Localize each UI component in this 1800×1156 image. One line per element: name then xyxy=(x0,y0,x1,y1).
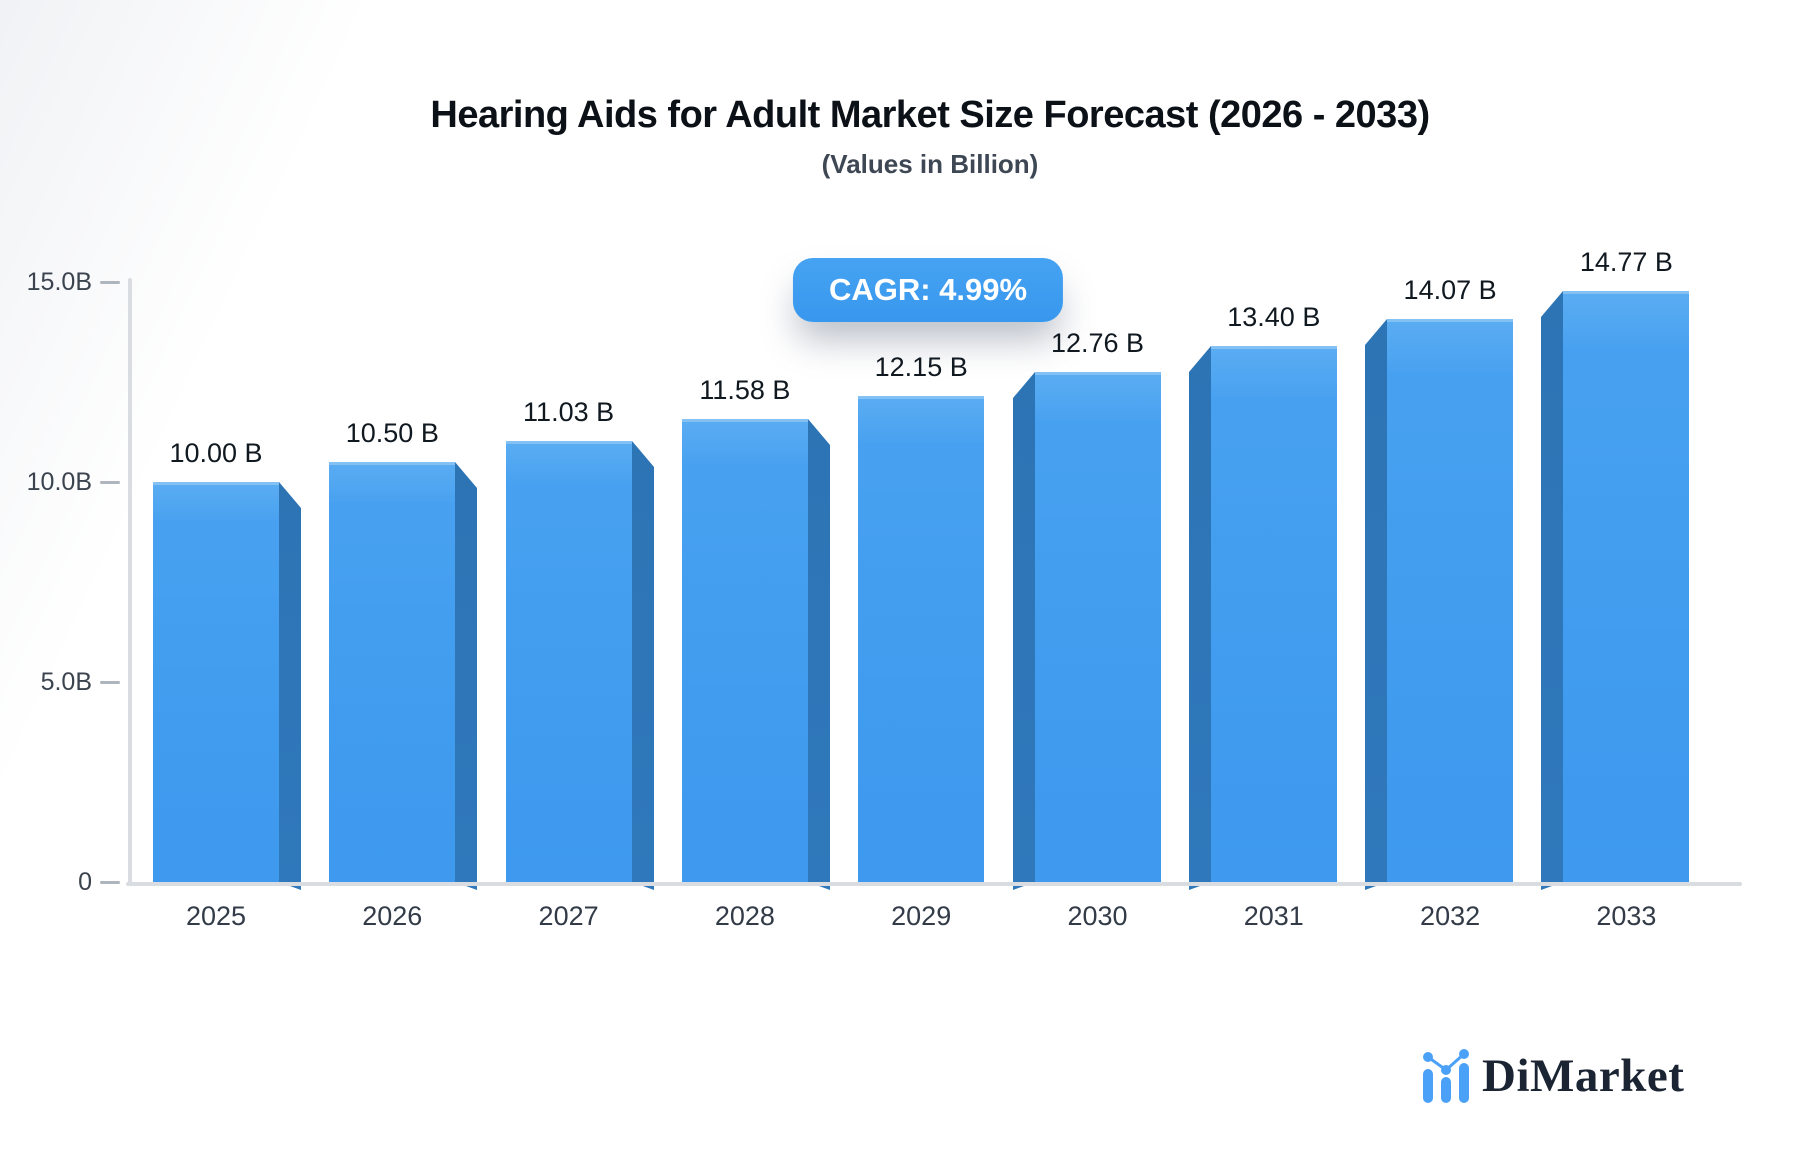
bar-value-label: 10.50 B xyxy=(345,418,439,448)
y-axis-line xyxy=(128,278,132,884)
bar-side-face-2031 xyxy=(1189,346,1211,890)
bar-2029 xyxy=(858,396,984,882)
bar-side-face-2026 xyxy=(455,462,477,890)
chart-title: Hearing Aids for Adult Market Size Forec… xyxy=(430,94,1430,136)
bar-side-face-2025 xyxy=(279,482,301,890)
y-tick-dash xyxy=(100,481,120,484)
y-tick-dash xyxy=(100,681,120,684)
x-axis-label: 2029 xyxy=(891,901,952,931)
bar-side-face-2028 xyxy=(808,419,830,890)
x-axis-label: 2031 xyxy=(1243,901,1304,931)
bar-value-label: 14.77 B xyxy=(1579,247,1673,277)
bar-value-label: 14.07 B xyxy=(1403,275,1497,305)
x-axis-label: 2027 xyxy=(538,901,599,931)
bar-2030 xyxy=(1035,372,1161,882)
dimarket-logo-text: DiMarket xyxy=(1482,1050,1685,1102)
x-axis-label: 2032 xyxy=(1420,901,1481,931)
bar-value-label: 11.03 B xyxy=(523,397,615,427)
bar-value-label: 12.15 B xyxy=(874,352,968,382)
bar-value-label: 13.40 B xyxy=(1227,302,1321,332)
bar-side-face-2033 xyxy=(1541,291,1563,890)
bar-2028 xyxy=(682,419,808,882)
cagr-badge: CAGR: 4.99% xyxy=(792,258,1064,322)
bar-2031 xyxy=(1211,346,1337,882)
bar-2033 xyxy=(1563,291,1689,882)
y-axis-label: 5.0B xyxy=(40,668,92,696)
y-tick-dash xyxy=(100,881,120,884)
x-axis-label: 2033 xyxy=(1596,901,1657,931)
bar-2027 xyxy=(506,441,632,882)
y-axis-label: 0 xyxy=(78,868,92,896)
bar-side-face-2030 xyxy=(1013,372,1035,890)
dimarket-logo-icon xyxy=(1423,1049,1469,1103)
x-axis-line xyxy=(126,882,1742,886)
y-axis-label: 15.0B xyxy=(26,268,92,296)
x-axis-label: 2030 xyxy=(1067,901,1128,931)
x-axis-label: 2025 xyxy=(185,901,247,931)
bar-side-face-2027 xyxy=(632,441,654,890)
chart-subtitle: (Values in Billion) xyxy=(821,149,1039,179)
bar-2032 xyxy=(1387,319,1513,882)
bar-value-label: 10.00 B xyxy=(169,438,263,468)
dimarket-logo: DiMarket xyxy=(1422,1046,1684,1106)
bar-2026 xyxy=(329,462,455,882)
x-axis-label: 2026 xyxy=(362,901,423,931)
bar-side-face-2032 xyxy=(1365,319,1387,890)
y-tick-dash xyxy=(100,281,120,284)
bar-value-label: 11.58 B xyxy=(699,375,791,405)
y-axis-label: 10.0B xyxy=(26,468,92,496)
x-axis-label: 2028 xyxy=(714,901,775,931)
bar-2025 xyxy=(153,482,279,882)
bar-value-label: 12.76 B xyxy=(1050,328,1145,358)
